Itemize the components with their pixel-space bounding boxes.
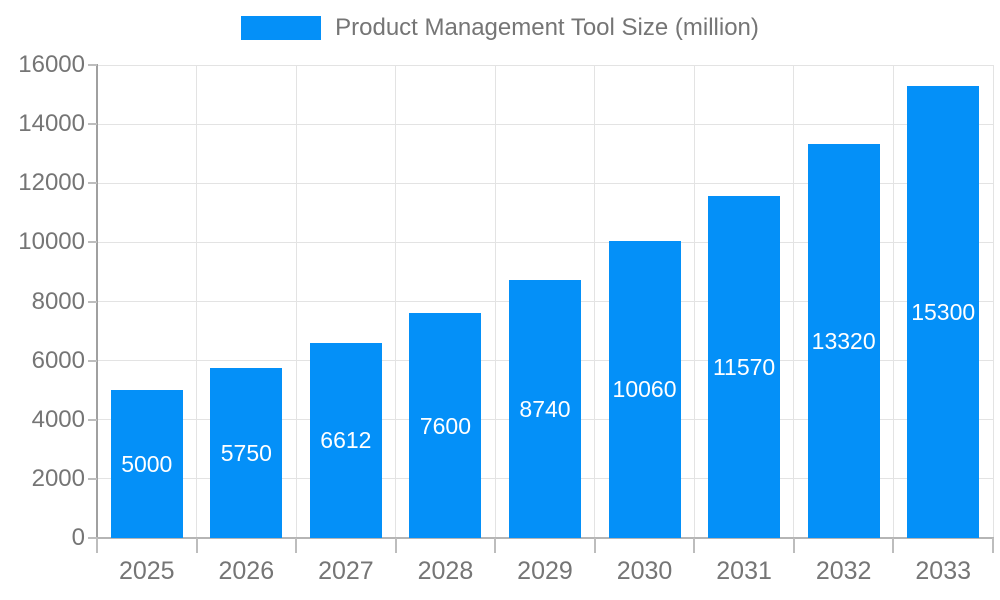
x-axis-tick (295, 538, 298, 553)
y-tick-label: 6000 (31, 346, 85, 374)
y-tick-label: 0 (71, 524, 85, 551)
v-gridline (196, 65, 198, 538)
y-axis-line (96, 64, 98, 540)
bar-value-label: 5750 (220, 440, 272, 466)
y-axis-tick (88, 182, 97, 185)
x-axis-line (88, 537, 994, 539)
y-tick-label: 8000 (31, 287, 85, 315)
x-axis-tick (792, 538, 795, 553)
bar-value-label: 10060 (612, 376, 677, 403)
x-axis-tick (195, 538, 198, 553)
v-gridline (494, 65, 496, 538)
bar-value-label: 13320 (811, 328, 876, 355)
v-gridline (793, 65, 795, 538)
bar-value-label: 6612 (320, 427, 372, 454)
bar-value-label: 5000 (121, 451, 173, 478)
bar[interactable] (210, 368, 283, 538)
h-gridline (97, 123, 993, 125)
x-tick-label: 2028 (417, 557, 474, 585)
x-tick-label: 2029 (517, 557, 573, 585)
bar[interactable] (608, 240, 681, 538)
bar[interactable] (110, 390, 183, 538)
x-tick-label: 2026 (218, 557, 275, 585)
v-gridline (594, 65, 596, 538)
y-axis-tick (88, 64, 97, 66)
y-axis-tick (88, 300, 97, 303)
x-axis-tick (693, 538, 696, 553)
x-tick-label: 2030 (616, 557, 673, 585)
x-axis-tick (394, 538, 397, 553)
h-gridline (97, 182, 993, 184)
bar-value-label: 8740 (519, 395, 571, 422)
x-tick-label: 2027 (318, 557, 374, 585)
bar[interactable] (807, 144, 880, 538)
x-axis-tick (494, 538, 497, 553)
x-tick-label: 2025 (118, 557, 175, 585)
legend-swatch-icon (241, 16, 322, 40)
x-axis-tick (96, 538, 98, 553)
y-axis-tick (88, 477, 97, 480)
x-tick-label: 2031 (716, 557, 772, 585)
bar[interactable] (509, 279, 581, 538)
y-axis-tick (88, 537, 97, 539)
legend-item[interactable]: Product Management Tool Size (million) (241, 14, 759, 42)
v-gridline (693, 65, 695, 538)
v-gridline (892, 65, 894, 538)
bar[interactable] (309, 342, 382, 538)
v-gridline (395, 65, 397, 538)
x-tick-label: 2032 (815, 557, 872, 585)
y-axis-tick (88, 123, 97, 126)
x-axis-tick (992, 538, 994, 553)
legend: Product Management Tool Size (million) (0, 14, 1000, 42)
bar-value-label: 15300 (911, 298, 976, 325)
legend-label: Product Management Tool Size (million) (335, 14, 759, 41)
v-gridline (992, 65, 994, 538)
y-axis-tick (88, 418, 97, 421)
x-axis-tick (892, 538, 895, 553)
y-axis-tick (88, 359, 97, 362)
bar[interactable] (409, 313, 482, 538)
y-tick-label: 2000 (31, 464, 85, 492)
v-gridline (295, 65, 297, 538)
h-gridline (97, 64, 993, 66)
y-axis-tick (88, 241, 97, 244)
h-gridline (97, 241, 993, 243)
y-tick-label: 10000 (18, 228, 85, 256)
y-tick-label: 14000 (18, 110, 85, 138)
x-tick-label: 2033 (915, 557, 972, 585)
y-tick-label: 12000 (18, 169, 85, 197)
bar-value-label: 7600 (419, 412, 472, 439)
bar[interactable] (907, 85, 980, 538)
x-axis-tick (593, 538, 596, 553)
bar-value-label: 11570 (712, 353, 776, 380)
y-tick-label: 16000 (18, 51, 85, 78)
y-tick-label: 4000 (31, 405, 85, 433)
bar[interactable] (708, 195, 781, 538)
